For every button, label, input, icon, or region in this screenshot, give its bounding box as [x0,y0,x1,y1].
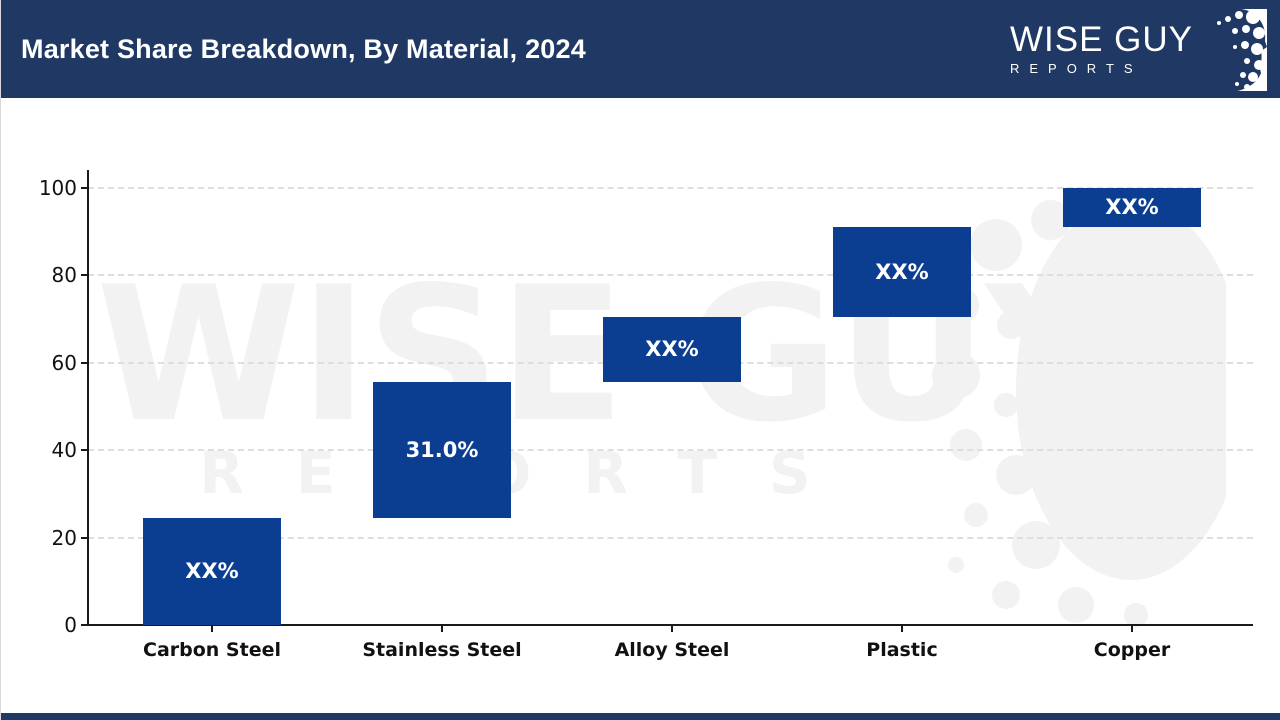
brand-logo: WISE GUY REPORTS [1010,7,1280,91]
y-axis-tick-label: 80 [51,263,77,287]
bar-value-label: XX% [1105,195,1159,220]
y-axis-tick-label: 40 [51,438,77,462]
y-axis-tickmark [81,449,88,451]
y-axis-tickmark [81,624,88,626]
x-axis-tickmark [441,626,443,632]
gridline-100 [88,186,1253,189]
y-axis-tickmark [81,536,88,539]
bar-value-label: XX% [875,259,929,284]
x-axis-tickmark [1131,626,1133,632]
bar-value-label: XX% [645,337,699,362]
header-bar: Market Share Breakdown, By Material, 202… [1,0,1280,98]
footer-bar [1,713,1280,720]
x-axis-tickmark [671,626,673,632]
x-axis-category-label: Carbon Steel [143,639,281,661]
gridline-20 [88,536,1253,539]
y-axis-tickmark [81,186,88,189]
bar-copper: XX% [1063,187,1201,227]
y-axis-tick-label: 60 [51,350,77,375]
logo-head-icon [1217,9,1267,91]
x-axis-category-label: Stainless Steel [362,639,522,661]
x-axis-tickmark [901,626,903,632]
bar-plastic: XX% [833,226,971,317]
x-axis-category-label: Plastic [866,639,938,661]
y-axis-tick-label: 0 [64,613,77,637]
x-axis-category-label: Alloy Steel [614,639,730,661]
x-axis-category-label: Copper [1093,639,1171,661]
y-axis-tickmark [81,274,88,276]
gridline-40 [88,449,1253,451]
bar-carbon-steel: XX% [143,517,281,625]
bar-value-label: XX% [185,559,239,584]
x-axis-line [87,624,1253,626]
watermark-reports-text: REPORTS [199,439,863,507]
logo-wiseguy-text: WISE GUY [1009,20,1193,59]
gridline-80 [88,274,1253,276]
x-axis-tickmark [211,626,213,632]
bar-value-label: 31.0% [405,438,479,462]
bar-alloy-steel: XX% [603,316,741,383]
bar-stainless-steel: 31.0% [373,382,511,518]
y-axis-tickmark [81,361,88,364]
y-axis-tick-label: 100 [38,175,77,200]
logo-reports-text: REPORTS [1009,61,1143,76]
page-title: Market Share Breakdown, By Material, 202… [21,33,586,64]
y-axis-tick-label: 20 [51,525,77,550]
y-axis-line [87,170,89,626]
